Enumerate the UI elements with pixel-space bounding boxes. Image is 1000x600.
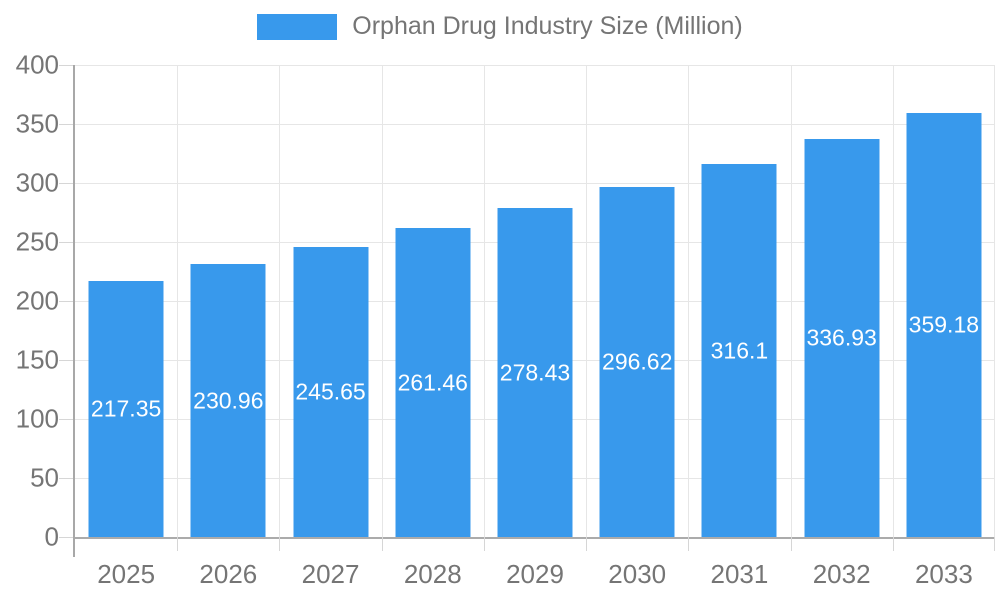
x-tick-label: 2025 xyxy=(97,559,156,589)
h-gridline xyxy=(75,124,995,125)
x-tick-mark xyxy=(381,537,383,551)
y-tick-mark xyxy=(59,65,73,66)
bar-value-label: 359.18 xyxy=(908,311,980,338)
x-tick-mark xyxy=(177,537,179,551)
x-tick-mark xyxy=(483,537,485,551)
bar-value-label: 261.46 xyxy=(397,369,468,396)
bar-value-label: 296.62 xyxy=(602,348,673,375)
category-slot: 245.65 2027 xyxy=(279,65,381,589)
plot-area: 0 50 100 150 200 250 300 350 400 217.35 2025 230.9… xyxy=(16,50,995,589)
legend-item[interactable]: Orphan Drug Industry Size (Million) xyxy=(257,12,743,41)
bar-2026[interactable]: 230.96 xyxy=(190,264,266,537)
x-tick-mark xyxy=(279,537,281,551)
x-tick-label: 2028 xyxy=(403,559,462,589)
y-tick-label: 250 xyxy=(15,226,59,257)
y-tick-label: 0 xyxy=(44,521,59,552)
bar-2025[interactable]: 217.35 xyxy=(88,280,164,537)
bar-2029[interactable]: 278.43 xyxy=(497,208,573,537)
y-tick-mark xyxy=(59,478,73,479)
x-tick-mark xyxy=(892,537,894,551)
v-gridline xyxy=(381,65,383,537)
bar-2031[interactable]: 316.1 xyxy=(701,164,777,537)
v-gridline xyxy=(483,65,485,537)
y-tick-label: 350 xyxy=(15,108,59,139)
y-tick-label: 200 xyxy=(15,285,59,316)
category-slot: 217.35 2025 xyxy=(75,65,177,589)
y-tick-label: 400 xyxy=(15,49,59,80)
x-tick-label: 2032 xyxy=(812,559,871,589)
category-slot: 316.1 2031 xyxy=(688,65,790,589)
bar-2028[interactable]: 261.46 xyxy=(395,228,471,537)
y-tick-mark xyxy=(59,419,73,420)
x-tick-label: 2031 xyxy=(710,559,769,589)
bar-2027[interactable]: 245.65 xyxy=(293,247,369,537)
v-gridline xyxy=(994,65,995,537)
y-tick-label: 100 xyxy=(15,403,59,434)
category-slot: 336.93 2032 xyxy=(791,65,893,589)
x-tick-mark xyxy=(994,537,995,551)
bar-2032[interactable]: 336.93 xyxy=(804,139,880,537)
x-tick-label: 2029 xyxy=(506,559,564,589)
v-gridline xyxy=(688,65,690,537)
x-tick-label: 2033 xyxy=(914,559,973,589)
h-gridline xyxy=(75,65,995,66)
y-tick-mark xyxy=(59,124,73,125)
y-tick-mark xyxy=(59,360,73,361)
category-slot: 230.96 2026 xyxy=(177,65,279,589)
legend-label: Orphan Drug Industry Size (Million) xyxy=(352,12,743,40)
v-gridline xyxy=(586,65,588,537)
x-tick-mark xyxy=(688,537,690,551)
x-tick-label: 2030 xyxy=(608,559,667,589)
y-tick-mark xyxy=(59,183,73,184)
y-tick-mark xyxy=(59,537,73,538)
bar-2030[interactable]: 296.62 xyxy=(599,187,675,537)
y-tick-mark xyxy=(59,242,73,243)
bar-value-label: 217.35 xyxy=(90,395,162,422)
y-tick-label: 300 xyxy=(15,167,59,198)
x-tick-label: 2027 xyxy=(301,559,360,589)
v-gridline xyxy=(790,65,792,537)
category-slot: 278.43 2029 xyxy=(484,65,586,589)
v-gridline xyxy=(177,65,179,537)
legend-swatch xyxy=(257,13,338,40)
bar-2033[interactable]: 359.18 xyxy=(906,113,982,537)
chart-legend: Orphan Drug Industry Size (Million) xyxy=(0,12,1000,41)
x-tick-mark xyxy=(586,537,588,551)
y-axis-tick-extension xyxy=(73,537,75,557)
x-tick-label: 2026 xyxy=(199,559,258,589)
category-slot: 359.18 2033 xyxy=(893,65,995,589)
bar-value-label: 230.96 xyxy=(193,387,264,414)
y-tick-mark xyxy=(59,301,73,302)
v-gridline xyxy=(279,65,281,537)
bar-value-label: 278.43 xyxy=(499,359,571,386)
h-gridline xyxy=(75,183,995,184)
y-tick-label: 150 xyxy=(15,344,59,375)
category-slot: 296.62 2030 xyxy=(586,65,688,589)
v-gridline xyxy=(892,65,894,537)
category-slot: 261.46 2028 xyxy=(382,65,484,589)
x-tick-mark xyxy=(790,537,792,551)
bars-layer: 217.35 2025 230.96 2026 245.65 2027 261.46 2028… xyxy=(75,65,995,589)
y-tick-label: 50 xyxy=(30,462,59,493)
bar-value-label: 316.1 xyxy=(710,337,769,363)
bar-value-label: 336.93 xyxy=(806,324,877,351)
bar-value-label: 245.65 xyxy=(295,378,366,405)
